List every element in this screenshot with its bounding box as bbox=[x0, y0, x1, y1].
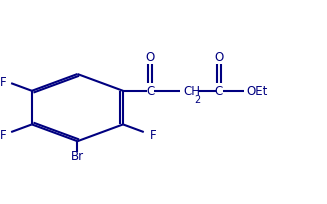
Text: C: C bbox=[215, 85, 223, 98]
Text: F: F bbox=[149, 128, 156, 141]
Text: F: F bbox=[0, 128, 7, 141]
Text: C: C bbox=[146, 85, 154, 98]
Text: Br: Br bbox=[71, 149, 84, 162]
Text: OEt: OEt bbox=[247, 85, 268, 98]
Text: F: F bbox=[0, 75, 7, 88]
Text: O: O bbox=[214, 50, 223, 63]
Text: CH: CH bbox=[183, 85, 200, 98]
Text: 2: 2 bbox=[194, 94, 200, 104]
Text: O: O bbox=[146, 50, 155, 63]
